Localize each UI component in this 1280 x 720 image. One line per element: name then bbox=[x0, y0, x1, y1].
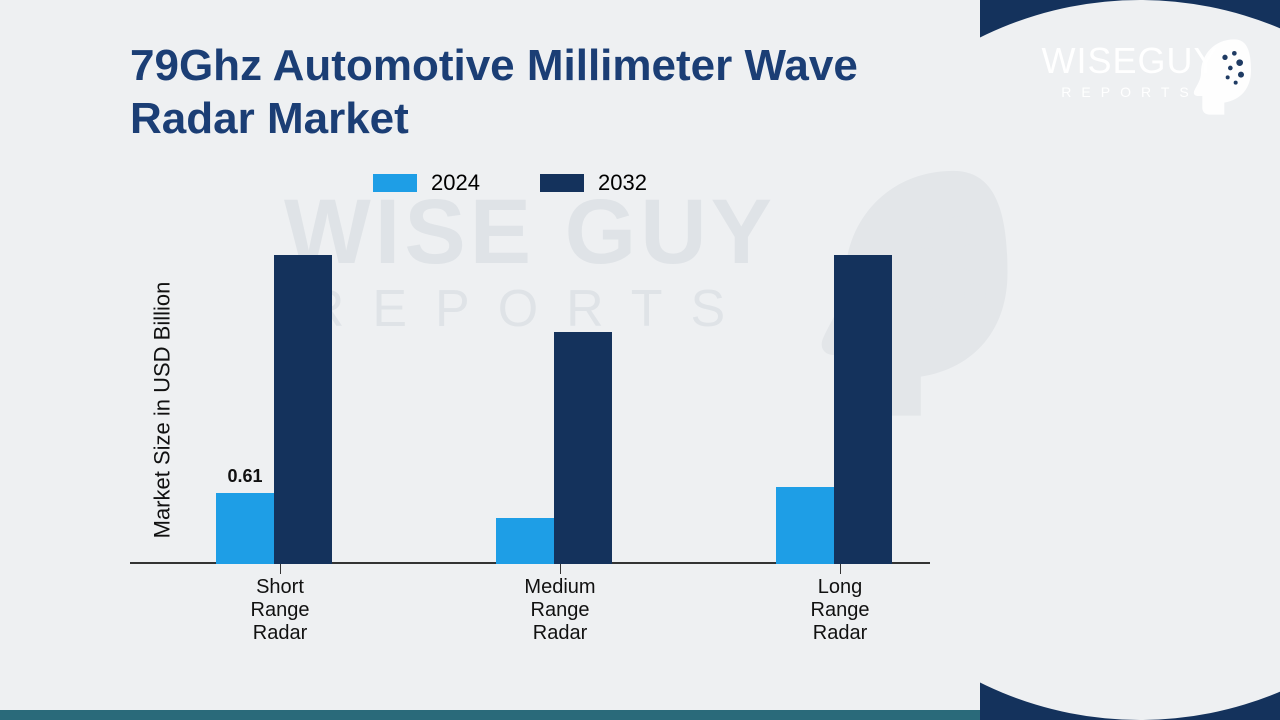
plot-area: 0.61ShortRangeRadarMediumRangeRadarLongR… bbox=[130, 216, 930, 564]
legend-item-2032: 2032 bbox=[540, 170, 647, 196]
bottom-accent-strip bbox=[0, 710, 980, 720]
bar-2024 bbox=[496, 518, 554, 564]
legend-label-2032: 2032 bbox=[598, 170, 647, 196]
legend-swatch-2032 bbox=[540, 174, 584, 192]
chart-canvas: WISE GUY REPORTS 79Ghz Automotive Millim… bbox=[0, 0, 1280, 720]
x-axis-label: LongRangeRadar bbox=[750, 564, 930, 645]
bar-2032 bbox=[834, 255, 892, 564]
chart-title: 79Ghz Automotive Millimeter Wave Radar M… bbox=[130, 40, 870, 146]
legend: 2024 2032 bbox=[90, 170, 930, 196]
bar-2032 bbox=[274, 255, 332, 564]
legend-item-2024: 2024 bbox=[373, 170, 480, 196]
x-axis-label: ShortRangeRadar bbox=[190, 564, 370, 645]
bar-2024 bbox=[776, 487, 834, 564]
brand-word1: WISE bbox=[1041, 40, 1137, 81]
brand-head-icon bbox=[1186, 36, 1256, 116]
bar-2024 bbox=[216, 493, 274, 564]
x-axis-label: MediumRangeRadar bbox=[470, 564, 650, 645]
bar-2032 bbox=[554, 332, 612, 564]
legend-swatch-2024 bbox=[373, 174, 417, 192]
bar-value-label: 0.61 bbox=[227, 466, 262, 487]
legend-label-2024: 2024 bbox=[431, 170, 480, 196]
bar-chart: Market Size in USD Billion 2024 2032 0.6… bbox=[90, 170, 930, 650]
